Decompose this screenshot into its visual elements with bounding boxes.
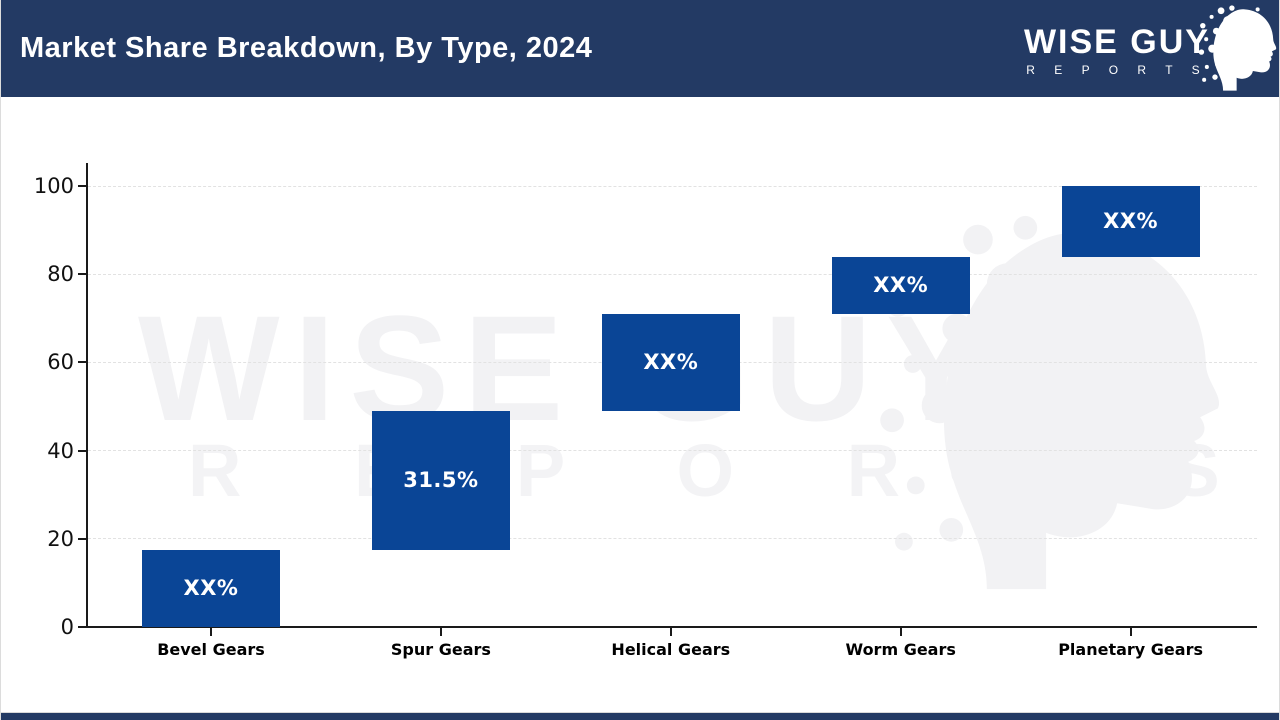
x-axis-line — [86, 626, 1257, 628]
logo-wordmark-block: WISE GUY R E P O R T S — [1023, 22, 1210, 78]
bar-worm-gears: XX% — [831, 256, 970, 314]
bar-spur-gears: 31.5% — [371, 410, 510, 550]
y-tick-label: 80 — [47, 262, 74, 287]
y-tick-mark — [78, 537, 86, 540]
bar-planetary-gears: XX% — [1061, 186, 1200, 257]
y-tick-label: 20 — [47, 526, 74, 551]
y-axis-line — [86, 163, 88, 628]
y-tick-label: 0 — [60, 615, 74, 639]
gridline-100 — [88, 185, 1257, 187]
bar-value-label: XX% — [183, 576, 239, 601]
y-tick-label: 100 — [33, 174, 74, 198]
bar-value-label: 31.5% — [403, 468, 479, 493]
y-tick-mark — [78, 273, 86, 276]
page-title: Market Share Breakdown, By Type, 2024 — [20, 32, 593, 64]
category-label-spur-gears: Spur Gears — [390, 640, 491, 659]
x-tick-mark — [210, 628, 212, 636]
face-logo-icon — [1198, 5, 1277, 91]
x-tick-mark — [439, 628, 442, 636]
gridline-40 — [88, 450, 1257, 452]
logo-wordmark: WISE GUY — [1023, 22, 1210, 61]
x-tick-mark — [899, 628, 902, 636]
gridline-80 — [88, 273, 1257, 275]
bar-bevel-gears: XX% — [142, 549, 280, 627]
y-tick-mark — [78, 626, 86, 628]
bar-helical-gears: XX% — [601, 313, 740, 411]
y-tick-label: 40 — [47, 438, 74, 463]
footer-bar — [0, 712, 1280, 720]
x-tick-mark — [1129, 628, 1132, 636]
bar-value-label: XX% — [1103, 209, 1159, 234]
gridline-20 — [88, 538, 1257, 540]
category-label-worm-gears: Worm Gears — [845, 640, 956, 659]
logo-subtitle: R E P O R T S — [1026, 63, 1208, 78]
y-tick-label: 60 — [47, 350, 74, 375]
header-bar: Market Share Breakdown, By Type, 2024 WI… — [0, 0, 1280, 97]
category-label-helical-gears: Helical Gears — [611, 640, 731, 659]
bar-value-label: XX% — [643, 350, 699, 375]
category-label-planetary-gears: Planetary Gears — [1058, 640, 1203, 659]
bar-value-label: XX% — [873, 273, 929, 298]
x-tick-mark — [669, 628, 672, 636]
wiseguy-logo: WISE GUY R E P O R T S — [1024, 4, 1280, 92]
y-tick-mark — [78, 449, 86, 452]
y-tick-mark — [78, 361, 86, 364]
y-tick-mark — [78, 185, 86, 187]
category-label-bevel-gears: Bevel Gears — [157, 640, 265, 659]
